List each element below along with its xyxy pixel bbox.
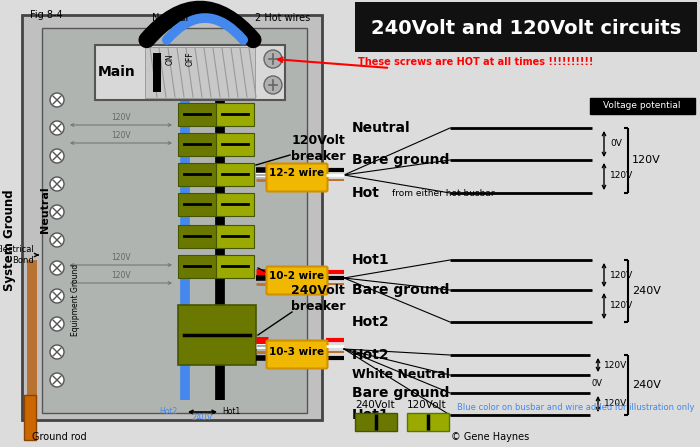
Text: Hot: Hot [352, 186, 380, 200]
Text: 120V: 120V [111, 113, 131, 122]
Text: 10-2 wire: 10-2 wire [270, 271, 325, 281]
FancyBboxPatch shape [24, 395, 36, 440]
Text: Hot2: Hot2 [160, 408, 178, 417]
Text: Hot1: Hot1 [222, 408, 240, 417]
FancyBboxPatch shape [178, 193, 216, 216]
Text: 120V: 120V [632, 155, 661, 165]
Text: Hot1: Hot1 [352, 253, 390, 267]
FancyBboxPatch shape [178, 225, 216, 248]
Circle shape [50, 149, 64, 163]
FancyBboxPatch shape [42, 28, 307, 413]
Text: 240Volt
breaker: 240Volt breaker [290, 283, 345, 312]
FancyBboxPatch shape [216, 133, 254, 156]
Text: Hot1: Hot1 [352, 408, 390, 422]
Text: Hot2: Hot2 [352, 348, 390, 362]
Text: 120V: 120V [604, 360, 627, 370]
FancyBboxPatch shape [178, 305, 256, 365]
FancyBboxPatch shape [178, 133, 216, 156]
Text: 120V: 120V [610, 172, 634, 181]
Text: Electrical
Bond: Electrical Bond [0, 245, 34, 265]
Text: from either hot busbar: from either hot busbar [392, 190, 495, 198]
FancyBboxPatch shape [178, 103, 216, 126]
FancyBboxPatch shape [216, 255, 254, 278]
Text: 120Volt: 120Volt [407, 400, 447, 410]
FancyBboxPatch shape [590, 98, 695, 114]
Text: OFF: OFF [186, 52, 195, 66]
Text: Main: Main [98, 65, 136, 79]
Text: Hot2: Hot2 [352, 315, 390, 329]
FancyBboxPatch shape [145, 47, 255, 98]
FancyBboxPatch shape [153, 53, 161, 92]
Text: Bare ground: Bare ground [352, 153, 449, 167]
Text: 240V: 240V [632, 286, 661, 296]
Circle shape [50, 317, 64, 331]
FancyBboxPatch shape [355, 2, 697, 52]
Circle shape [50, 121, 64, 135]
Text: 240V: 240V [632, 380, 661, 390]
Circle shape [50, 261, 64, 275]
FancyBboxPatch shape [407, 413, 449, 431]
Text: White Neutral: White Neutral [352, 368, 450, 381]
Text: 120V: 120V [610, 270, 634, 279]
Circle shape [50, 345, 64, 359]
FancyBboxPatch shape [355, 413, 397, 431]
Text: 2 Hot wires: 2 Hot wires [255, 13, 310, 23]
Circle shape [264, 76, 282, 94]
Text: Neutral: Neutral [352, 121, 411, 135]
Text: Bare ground: Bare ground [352, 386, 449, 400]
Text: 120V: 120V [111, 253, 131, 262]
Circle shape [50, 177, 64, 191]
Text: 120V: 120V [111, 271, 131, 280]
Text: These screws are HOT at all times !!!!!!!!!!: These screws are HOT at all times !!!!!!… [358, 57, 594, 67]
Circle shape [50, 233, 64, 247]
Circle shape [50, 373, 64, 387]
FancyBboxPatch shape [178, 163, 216, 186]
FancyBboxPatch shape [22, 15, 322, 420]
Circle shape [50, 289, 64, 303]
Circle shape [264, 50, 282, 68]
Text: 0V: 0V [610, 139, 622, 148]
FancyBboxPatch shape [216, 225, 254, 248]
Text: 12-2 wire: 12-2 wire [270, 168, 325, 178]
Text: Voltage potential: Voltage potential [603, 101, 680, 110]
Text: Ground rod: Ground rod [32, 432, 87, 442]
Text: 120V: 120V [111, 131, 131, 140]
Text: 240V: 240V [191, 413, 213, 422]
FancyBboxPatch shape [216, 163, 254, 186]
Text: © Gene Haynes: © Gene Haynes [451, 432, 529, 442]
Text: Blue color on busbar and wire added for illustration only: Blue color on busbar and wire added for … [457, 404, 694, 413]
FancyBboxPatch shape [216, 193, 254, 216]
Text: 240Volt: 240Volt [355, 400, 395, 410]
Text: Neutral: Neutral [152, 13, 188, 23]
FancyBboxPatch shape [95, 45, 285, 100]
Text: 240Volt and 120Volt circuits: 240Volt and 120Volt circuits [371, 18, 681, 38]
FancyBboxPatch shape [267, 164, 328, 191]
FancyBboxPatch shape [267, 266, 328, 295]
Text: 120V: 120V [604, 400, 627, 409]
Text: Neutral: Neutral [40, 187, 50, 233]
Text: 120Volt
breaker: 120Volt breaker [290, 134, 345, 163]
FancyBboxPatch shape [178, 255, 216, 278]
Circle shape [50, 205, 64, 219]
FancyBboxPatch shape [267, 341, 328, 368]
Text: 10-3 wire: 10-3 wire [270, 347, 325, 357]
Text: Fig 8-4: Fig 8-4 [30, 10, 62, 20]
Text: Equipment Ground: Equipment Ground [71, 264, 80, 336]
FancyBboxPatch shape [216, 103, 254, 126]
Text: Bare ground: Bare ground [352, 283, 449, 297]
Text: 0V: 0V [592, 379, 603, 388]
Text: ON: ON [165, 53, 174, 65]
Text: System Ground: System Ground [4, 189, 17, 291]
Text: 120V: 120V [610, 301, 634, 311]
Circle shape [50, 93, 64, 107]
